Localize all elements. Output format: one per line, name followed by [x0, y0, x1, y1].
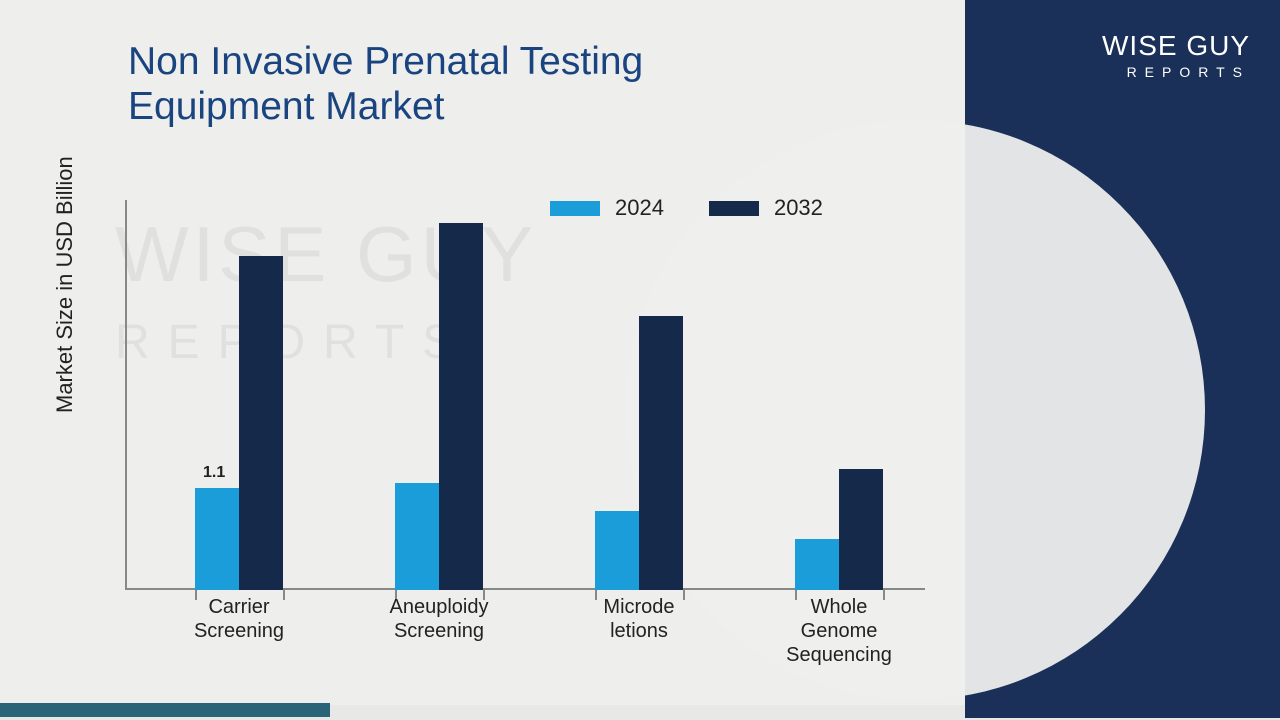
bar-group [195, 256, 283, 590]
chart-canvas: 1.1 CarrierScreeningAneuploidyScreeningM… [125, 200, 925, 590]
bar-2032 [439, 223, 483, 590]
bar-2032 [239, 256, 283, 590]
category-label: CarrierScreening [170, 595, 308, 643]
brand-logo: WISE GUY REPORTS [1102, 30, 1250, 80]
bar-group [395, 223, 483, 590]
bar-2024 [195, 488, 239, 590]
chart-title: Non Invasive Prenatal Testing Equipment … [128, 40, 828, 130]
category-label: Microdeletions [570, 595, 708, 643]
y-axis-label: Market Size in USD Billion [52, 156, 78, 413]
category-label: WholeGenomeSequencing [770, 595, 908, 667]
accent-bottom-bar [0, 703, 330, 717]
bar-2032 [839, 469, 883, 590]
logo-sub-text: REPORTS [1102, 64, 1250, 80]
bar-group [595, 316, 683, 590]
bar-2024 [395, 483, 439, 590]
bar-2032 [639, 316, 683, 590]
category-label: AneuploidyScreening [370, 595, 508, 643]
bar-group [795, 469, 883, 590]
bar-value-label: 1.1 [203, 464, 225, 482]
y-axis-line [125, 200, 127, 590]
bar-2024 [595, 511, 639, 590]
infographic-container: Non Invasive Prenatal Testing Equipment … [0, 0, 1280, 720]
chart-area: Market Size in USD Billion 1.1 CarrierSc… [75, 200, 935, 640]
logo-main-text: WISE GUY [1102, 30, 1250, 62]
bar-2024 [795, 539, 839, 590]
